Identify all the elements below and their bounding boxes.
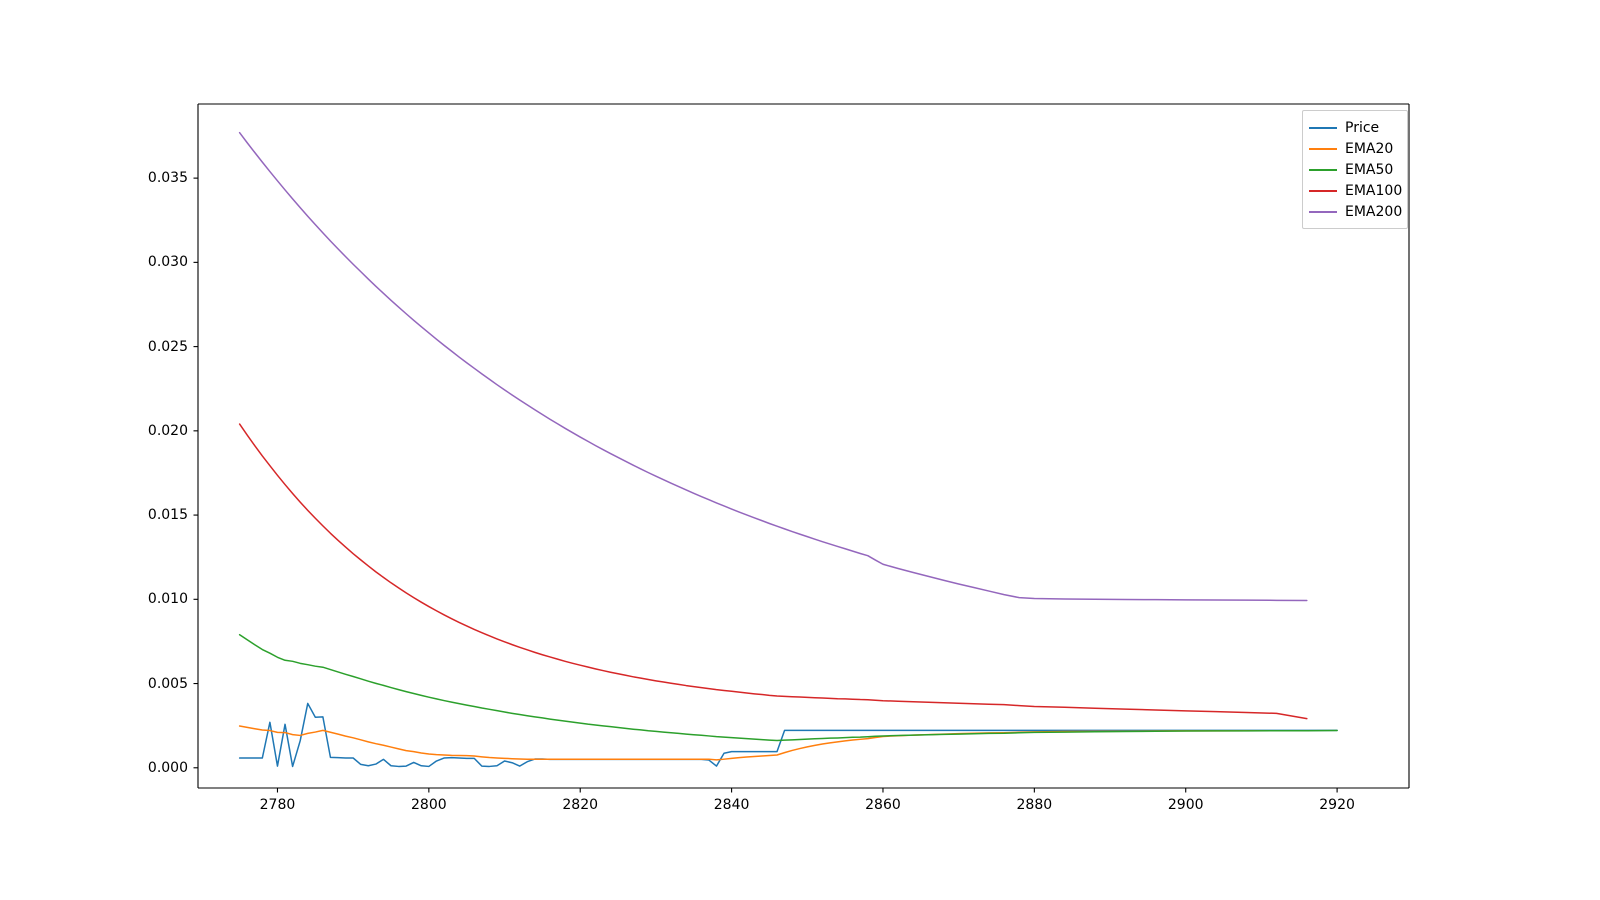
chart-legend[interactable]: Price EMA20 EMA50 EMA100 EMA200	[1302, 110, 1408, 229]
legend-label: EMA20	[1345, 140, 1394, 157]
x-tick-label: 2900	[1167, 797, 1204, 813]
series-lines-group	[238, 131, 1338, 768]
legend-color-swatch	[1309, 189, 1337, 192]
legend-label: Price	[1345, 119, 1380, 136]
y-tick-label: 0.000	[147, 759, 188, 776]
legend-item-ema20[interactable]: EMA20	[1309, 138, 1399, 159]
legend-label: EMA100	[1345, 182, 1403, 199]
x-tick-label: 2920	[1319, 797, 1355, 813]
x-tick-label: 2780	[259, 797, 296, 813]
legend-item-ema50[interactable]: EMA50	[1309, 159, 1399, 180]
legend-item-price[interactable]: Price	[1309, 117, 1399, 138]
x-tick-label: 2880	[1016, 797, 1053, 813]
x-tick-label: 2820	[562, 797, 599, 813]
legend-color-swatch	[1309, 126, 1337, 129]
legend-color-swatch	[1309, 210, 1337, 213]
y-tick-label: 0.035	[147, 170, 188, 187]
axes-spines	[197, 103, 1410, 789]
y-tick-label: 0.010	[147, 591, 188, 608]
legend-item-ema100[interactable]: EMA100	[1309, 180, 1403, 201]
legend-color-swatch	[1309, 168, 1337, 171]
y-tick-label: 0.005	[147, 675, 188, 692]
x-tick-marks	[276, 788, 1338, 793]
legend-label: EMA50	[1345, 161, 1394, 178]
legend-label: EMA200	[1345, 203, 1403, 220]
legend-color-swatch	[1309, 147, 1337, 150]
x-tick-label: 2840	[713, 797, 750, 813]
legend-item-ema200[interactable]: EMA200	[1309, 201, 1403, 222]
y-tick-label: 0.015	[147, 507, 188, 524]
x-tick-label: 2800	[411, 797, 447, 813]
x-tick-label: 2860	[865, 797, 901, 813]
y-tick-label: 0.020	[147, 422, 188, 439]
y-tick-label: 0.030	[147, 254, 188, 271]
y-tick-label: 0.025	[147, 338, 188, 355]
y-tick-marks	[193, 177, 198, 769]
